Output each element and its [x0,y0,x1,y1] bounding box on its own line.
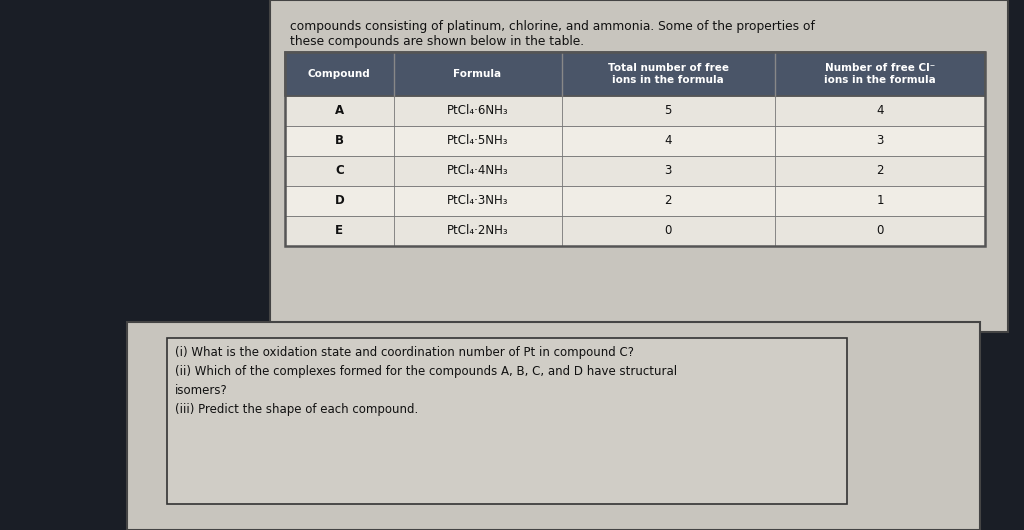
Text: 4: 4 [877,104,884,118]
Bar [285,186,985,216]
Text: 3: 3 [665,164,672,178]
Text: 0: 0 [877,225,884,237]
Text: these compounds are shown below in the table.: these compounds are shown below in the t… [290,35,584,48]
Bar [285,126,985,156]
Text: B: B [335,135,344,147]
Bar [285,52,985,246]
Text: 1: 1 [877,195,884,208]
Text: PtCl₄·3NH₃: PtCl₄·3NH₃ [446,195,508,208]
Text: compounds consisting of platinum, chlorine, and ammonia. Some of the properties : compounds consisting of platinum, chlori… [290,20,815,33]
Text: 4: 4 [665,135,672,147]
Text: PtCl₄·5NH₃: PtCl₄·5NH₃ [446,135,508,147]
Text: A: A [335,104,344,118]
Text: Total number of free
ions in the formula: Total number of free ions in the formula [608,63,729,85]
Text: 2: 2 [877,164,884,178]
Text: C: C [335,164,344,178]
Text: PtCl₄·6NH₃: PtCl₄·6NH₃ [446,104,508,118]
Text: Number of free Cl⁻
ions in the formula: Number of free Cl⁻ ions in the formula [824,63,936,85]
Text: D: D [335,195,344,208]
Bar [167,338,847,504]
Text: PtCl₄·4NH₃: PtCl₄·4NH₃ [446,164,508,178]
Text: 2: 2 [665,195,672,208]
Bar [285,156,985,186]
Text: Compound: Compound [308,69,371,79]
Text: PtCl₄·2NH₃: PtCl₄·2NH₃ [446,225,508,237]
Bar [127,322,980,530]
Text: 0: 0 [665,225,672,237]
Bar [285,96,985,126]
Text: 5: 5 [665,104,672,118]
Bar [285,52,985,96]
Text: Formula: Formula [454,69,502,79]
Text: E: E [335,225,343,237]
Text: 3: 3 [877,135,884,147]
Bar [270,0,1008,332]
Text: (i) What is the oxidation state and coordination number of Pt in compound C?
(ii: (i) What is the oxidation state and coor… [175,346,677,416]
Bar [285,216,985,246]
